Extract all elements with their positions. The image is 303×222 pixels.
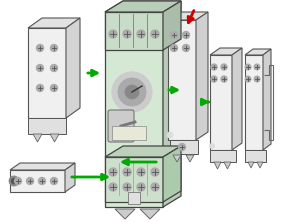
Circle shape — [151, 168, 159, 176]
Polygon shape — [170, 140, 198, 154]
Polygon shape — [232, 48, 242, 150]
Polygon shape — [196, 12, 208, 140]
Circle shape — [36, 85, 44, 91]
Circle shape — [15, 178, 22, 184]
Polygon shape — [245, 55, 263, 150]
Polygon shape — [115, 209, 135, 219]
Circle shape — [12, 178, 16, 184]
Circle shape — [123, 168, 131, 176]
Circle shape — [125, 85, 139, 99]
Circle shape — [137, 168, 145, 176]
Polygon shape — [28, 28, 66, 118]
Polygon shape — [224, 162, 231, 169]
Polygon shape — [140, 209, 160, 219]
Polygon shape — [214, 162, 221, 169]
Circle shape — [171, 44, 178, 52]
Circle shape — [38, 178, 45, 184]
Polygon shape — [263, 49, 271, 150]
Polygon shape — [28, 118, 66, 134]
Polygon shape — [245, 150, 266, 162]
Polygon shape — [105, 12, 163, 207]
Polygon shape — [65, 163, 75, 192]
Circle shape — [151, 183, 159, 191]
Polygon shape — [66, 18, 80, 118]
Circle shape — [118, 78, 146, 106]
Circle shape — [51, 44, 58, 52]
Polygon shape — [163, 1, 181, 207]
Circle shape — [182, 44, 189, 52]
Polygon shape — [168, 20, 196, 140]
Circle shape — [245, 76, 251, 82]
Polygon shape — [105, 12, 163, 50]
FancyBboxPatch shape — [112, 126, 146, 140]
Circle shape — [9, 176, 19, 186]
Circle shape — [254, 64, 260, 70]
Circle shape — [221, 76, 227, 82]
Polygon shape — [105, 157, 163, 202]
Circle shape — [171, 32, 178, 38]
Circle shape — [151, 30, 159, 38]
Polygon shape — [210, 55, 232, 150]
Circle shape — [36, 65, 44, 71]
Polygon shape — [257, 162, 263, 168]
Polygon shape — [28, 18, 80, 28]
Circle shape — [245, 64, 251, 70]
Polygon shape — [105, 146, 181, 157]
Circle shape — [109, 168, 117, 176]
Circle shape — [123, 30, 131, 38]
Circle shape — [26, 178, 34, 184]
Circle shape — [137, 183, 145, 191]
Circle shape — [221, 64, 227, 70]
Circle shape — [51, 65, 58, 71]
Polygon shape — [10, 163, 75, 170]
Polygon shape — [186, 155, 194, 162]
Polygon shape — [210, 48, 242, 55]
Circle shape — [178, 143, 185, 151]
Polygon shape — [10, 170, 65, 192]
Polygon shape — [173, 155, 181, 162]
Circle shape — [167, 132, 173, 138]
Circle shape — [137, 30, 145, 38]
Polygon shape — [163, 1, 181, 50]
Circle shape — [109, 183, 117, 191]
Polygon shape — [33, 134, 42, 142]
Polygon shape — [163, 146, 181, 202]
Circle shape — [211, 76, 217, 82]
Polygon shape — [245, 49, 271, 55]
Circle shape — [109, 30, 117, 38]
Circle shape — [36, 44, 44, 52]
Circle shape — [211, 64, 217, 70]
Polygon shape — [168, 12, 208, 20]
Circle shape — [209, 143, 215, 149]
Circle shape — [51, 85, 58, 91]
Circle shape — [123, 183, 131, 191]
Circle shape — [182, 32, 189, 38]
Polygon shape — [248, 162, 254, 168]
Circle shape — [112, 72, 152, 112]
Circle shape — [51, 178, 58, 184]
Polygon shape — [105, 1, 181, 12]
Polygon shape — [50, 134, 59, 142]
FancyBboxPatch shape — [108, 110, 134, 142]
Polygon shape — [105, 1, 181, 12]
Polygon shape — [210, 150, 236, 162]
FancyBboxPatch shape — [128, 192, 140, 204]
Circle shape — [254, 76, 260, 82]
